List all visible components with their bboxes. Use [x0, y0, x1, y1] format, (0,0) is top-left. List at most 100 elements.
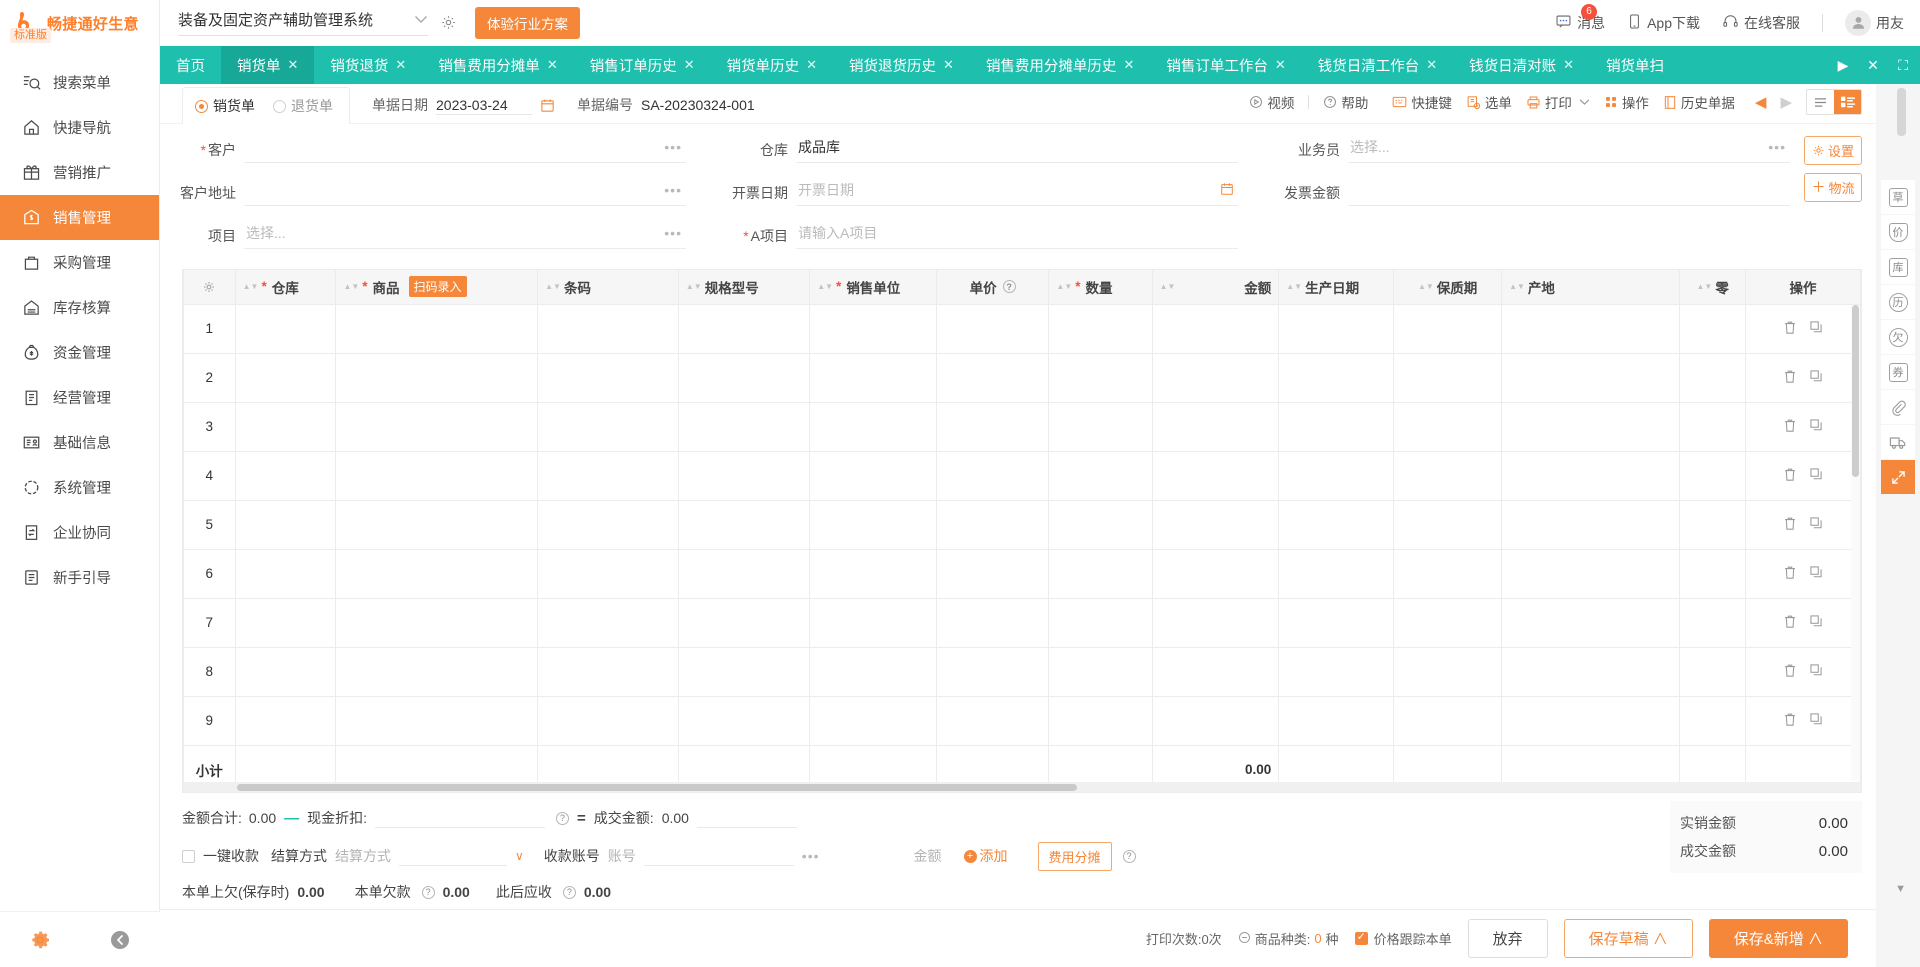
th-origin[interactable]: ▲▼ 产地 — [1501, 270, 1681, 305]
cell-production-date[interactable] — [1278, 646, 1395, 697]
cell-shelf-life[interactable] — [1393, 450, 1503, 501]
tab-fee-allocation-history[interactable]: 销售费用分摊单历史 ✕ — [970, 46, 1150, 84]
cell-product[interactable] — [335, 303, 539, 354]
discount-input[interactable] — [375, 808, 546, 828]
cell-shelf-life[interactable] — [1393, 597, 1503, 648]
customer-address-input[interactable] — [244, 177, 686, 205]
tab-fee-allocation[interactable]: 销售费用分摊单 ✕ — [422, 46, 573, 84]
cell-retail[interactable] — [1679, 646, 1746, 697]
cell-origin[interactable] — [1501, 499, 1681, 550]
cell-spec[interactable] — [677, 499, 811, 550]
th-settings[interactable] — [183, 270, 236, 305]
cell-origin[interactable] — [1501, 303, 1681, 354]
expand-icon[interactable] — [1881, 460, 1915, 494]
cell-barcode[interactable] — [537, 450, 679, 501]
discard-button[interactable]: 放弃 — [1467, 919, 1548, 958]
sidebar-item-quicknav[interactable]: 快捷导航 — [0, 105, 159, 150]
tab-close-icon[interactable]: ✕ — [943, 57, 954, 72]
account-more-icon[interactable]: ••• — [801, 848, 820, 864]
cell-retail[interactable] — [1679, 303, 1746, 354]
tab-fullscreen-icon[interactable]: ⛶ — [1898, 56, 1908, 73]
cell-barcode[interactable] — [537, 499, 679, 550]
tab-daily-reconcile[interactable]: 钱货日清对账 ✕ — [1453, 46, 1590, 84]
cell-origin[interactable] — [1501, 450, 1681, 501]
tab-close-icon[interactable]: ✕ — [683, 57, 695, 72]
cell-shelf-life[interactable] — [1393, 646, 1503, 697]
view-list-icon[interactable] — [1807, 90, 1834, 114]
cell-warehouse[interactable] — [234, 450, 337, 501]
copy-row-icon[interactable] — [1809, 418, 1823, 435]
delete-row-icon[interactable] — [1783, 320, 1797, 338]
tab-order-workbench[interactable]: 销售订单工作台 ✕ — [1150, 46, 1301, 84]
copy-row-icon[interactable] — [1809, 663, 1823, 680]
cell-retail[interactable] — [1679, 352, 1746, 403]
sort-icon[interactable]: ▲▼ — [685, 282, 702, 292]
th-shelf-life[interactable]: ▲▼ 保质期 — [1393, 270, 1503, 305]
help-icon[interactable]: ? — [556, 811, 570, 825]
online-service-button[interactable]: 在线客服 — [1722, 13, 1800, 33]
cell-amount[interactable] — [1151, 499, 1280, 550]
attachment-icon[interactable] — [1881, 390, 1915, 424]
copy-row-icon[interactable] — [1809, 712, 1823, 729]
copy-row-icon[interactable] — [1809, 467, 1823, 484]
table-row[interactable]: 1 — [183, 303, 1861, 354]
cell-origin[interactable] — [1501, 646, 1681, 697]
cell-spec[interactable] — [677, 548, 811, 599]
radio-return-order[interactable]: 退货单 — [273, 96, 333, 116]
tab-close-icon[interactable]: ✕ — [546, 57, 558, 72]
user-menu[interactable]: 用友 — [1845, 9, 1904, 36]
table-row[interactable]: 6 — [183, 548, 1861, 599]
cell-warehouse[interactable] — [234, 303, 337, 354]
cell-quantity[interactable] — [1048, 352, 1153, 403]
print-button[interactable]: 打印 — [1526, 92, 1590, 112]
radio-sales-order[interactable]: 销货单 — [195, 96, 255, 116]
table-row[interactable]: 5 — [183, 499, 1861, 550]
cell-origin[interactable] — [1501, 548, 1681, 599]
sort-icon[interactable]: ▲▼ — [1056, 282, 1073, 292]
column-settings-icon[interactable] — [191, 280, 228, 294]
cell-barcode[interactable] — [537, 646, 679, 697]
cell-origin[interactable] — [1501, 401, 1681, 452]
cell-spec[interactable] — [677, 303, 811, 354]
invoice-date-input[interactable] — [796, 177, 1238, 205]
cell-quantity[interactable] — [1048, 401, 1153, 452]
cell-spec[interactable] — [677, 352, 811, 403]
cell-product[interactable] — [335, 548, 539, 599]
cell-sales-unit[interactable] — [809, 695, 937, 746]
cell-sales-unit[interactable] — [809, 499, 937, 550]
cell-production-date[interactable] — [1278, 695, 1395, 746]
cell-sales-unit[interactable] — [809, 548, 937, 599]
settings-gear-icon[interactable] — [27, 927, 53, 953]
operations-button[interactable]: 操作 — [1604, 92, 1649, 112]
cell-origin[interactable] — [1501, 352, 1681, 403]
cell-product[interactable] — [335, 646, 539, 697]
cell-amount[interactable] — [1151, 597, 1280, 648]
delete-row-icon[interactable] — [1783, 467, 1797, 485]
cell-unit-price[interactable] — [935, 450, 1050, 501]
cell-sales-unit[interactable] — [809, 401, 937, 452]
customer-more-icon[interactable]: ••• — [664, 139, 682, 155]
cell-production-date[interactable] — [1278, 401, 1395, 452]
tab-home[interactable]: 首页 — [160, 46, 221, 84]
cell-production-date[interactable] — [1278, 303, 1395, 354]
cell-unit-price[interactable] — [935, 646, 1050, 697]
shortcut-button[interactable]: 快捷键 — [1392, 92, 1452, 112]
table-row[interactable]: 8 — [183, 646, 1861, 697]
table-vertical-scrollbar[interactable] — [1851, 305, 1860, 781]
experience-solution-button[interactable]: 体验行业方案 — [475, 6, 580, 39]
sidebar-item-inventory[interactable]: 库存核算 — [0, 285, 159, 330]
save-and-new-button[interactable]: 保存&新增 ∧ — [1708, 919, 1848, 958]
cell-unit-price[interactable] — [935, 401, 1050, 452]
scan-entry-button[interactable]: 扫码录入 — [408, 276, 467, 298]
cell-shelf-life[interactable] — [1393, 499, 1503, 550]
page-scrollbar-thumb[interactable] — [1897, 88, 1906, 136]
cell-retail[interactable] — [1679, 695, 1746, 746]
delete-row-icon[interactable] — [1783, 418, 1797, 436]
tab-sales-order[interactable]: 销货单 ✕ — [221, 46, 315, 84]
cell-barcode[interactable] — [537, 695, 679, 746]
table-horizontal-scrollbar[interactable] — [182, 782, 1862, 793]
tab-sales-order-scan[interactable]: 销货单扫 — [1590, 46, 1680, 84]
cell-quantity[interactable] — [1048, 303, 1153, 354]
sort-icon[interactable]: ▲▼ — [343, 282, 360, 292]
cell-production-date[interactable] — [1278, 499, 1395, 550]
